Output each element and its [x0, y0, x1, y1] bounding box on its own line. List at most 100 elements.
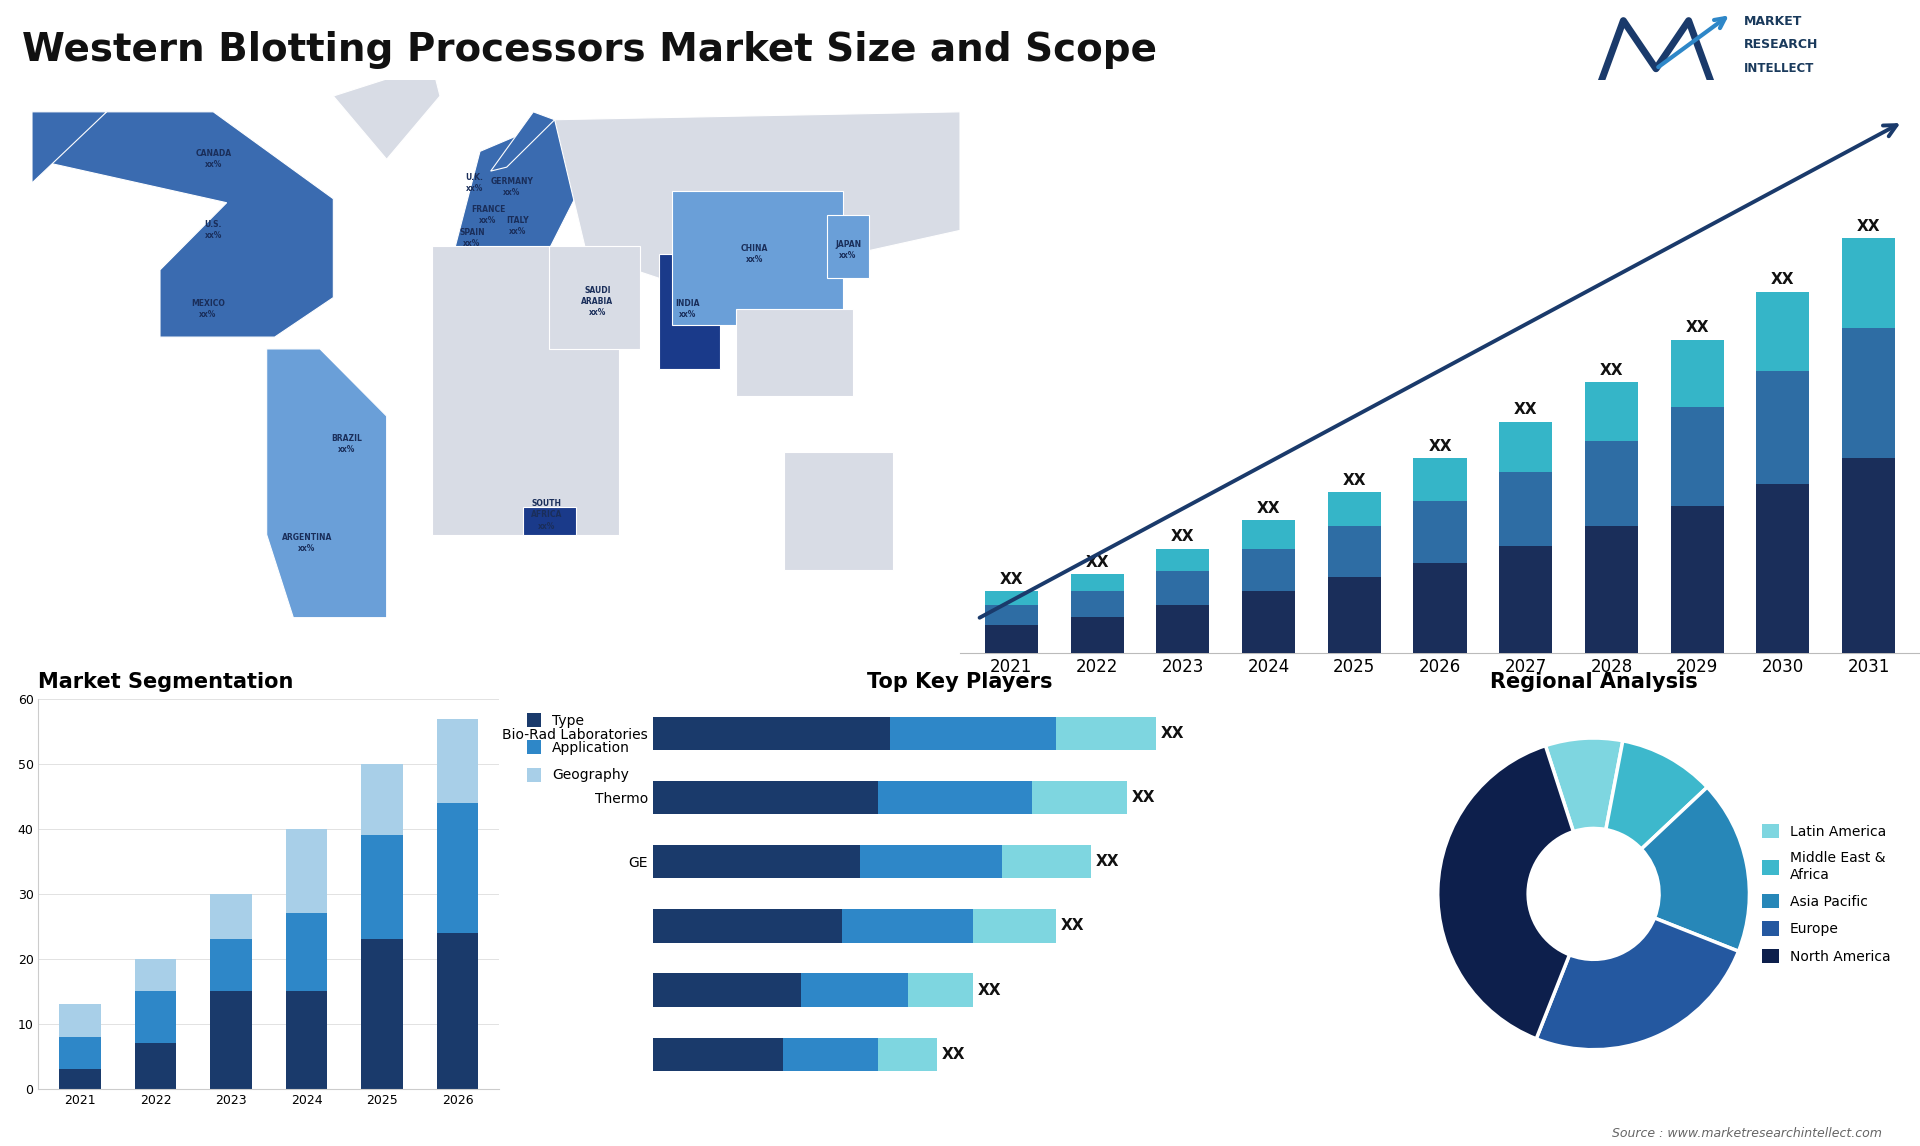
- Bar: [134, 1043, 177, 1089]
- Polygon shape: [783, 452, 893, 571]
- Bar: [1841, 238, 1895, 329]
- Bar: [653, 716, 889, 751]
- Bar: [1757, 371, 1809, 484]
- Bar: [1500, 472, 1551, 545]
- Bar: [860, 845, 1002, 879]
- Bar: [801, 973, 908, 1007]
- Wedge shape: [1642, 787, 1749, 951]
- Bar: [134, 959, 177, 991]
- Bar: [286, 829, 326, 913]
- Text: XX: XX: [977, 982, 1000, 998]
- Polygon shape: [267, 348, 386, 618]
- Bar: [1584, 382, 1638, 441]
- Bar: [653, 845, 860, 879]
- Wedge shape: [1438, 746, 1572, 1038]
- Wedge shape: [1605, 740, 1707, 849]
- Bar: [783, 1037, 877, 1072]
- Bar: [1242, 549, 1296, 591]
- Bar: [211, 940, 252, 991]
- Text: SPAIN
xx%: SPAIN xx%: [459, 228, 486, 249]
- Text: ITALY
xx%: ITALY xx%: [507, 217, 528, 236]
- Polygon shape: [453, 119, 588, 254]
- Bar: [1056, 716, 1156, 751]
- Wedge shape: [1536, 918, 1738, 1050]
- Bar: [1242, 591, 1296, 653]
- Bar: [286, 913, 326, 991]
- Bar: [653, 973, 801, 1007]
- Bar: [361, 764, 403, 835]
- Bar: [286, 991, 326, 1089]
- Text: BRAZIL
xx%: BRAZIL xx%: [332, 433, 363, 454]
- Text: RESEARCH: RESEARCH: [1743, 38, 1818, 52]
- Bar: [436, 719, 478, 803]
- Bar: [985, 625, 1039, 653]
- Text: Market Segmentation: Market Segmentation: [38, 672, 294, 692]
- Bar: [1329, 526, 1380, 576]
- Bar: [1413, 563, 1467, 653]
- Text: XX: XX: [1131, 790, 1156, 806]
- Wedge shape: [1546, 738, 1622, 832]
- Text: XX: XX: [1171, 529, 1194, 544]
- Text: XX: XX: [1162, 725, 1185, 741]
- Bar: [889, 716, 1056, 751]
- Text: INTELLECT: INTELLECT: [1743, 62, 1814, 74]
- Text: XX: XX: [1085, 555, 1110, 570]
- Bar: [877, 780, 1031, 815]
- Title: Regional Analysis: Regional Analysis: [1490, 672, 1697, 692]
- Bar: [1071, 617, 1123, 653]
- Legend: Latin America, Middle East &
Africa, Asia Pacific, Europe, North America: Latin America, Middle East & Africa, Asi…: [1757, 818, 1895, 970]
- Text: CHINA
xx%: CHINA xx%: [741, 244, 768, 264]
- Polygon shape: [522, 507, 576, 535]
- Polygon shape: [672, 191, 843, 325]
- Bar: [985, 591, 1039, 605]
- Bar: [1413, 501, 1467, 563]
- Circle shape: [1528, 829, 1659, 959]
- Text: XX: XX: [1428, 439, 1452, 454]
- Text: XX: XX: [1000, 572, 1023, 587]
- Text: INDIA
xx%: INDIA xx%: [676, 299, 701, 320]
- Bar: [1156, 572, 1210, 605]
- Text: FRANCE
xx%: FRANCE xx%: [470, 204, 505, 225]
- Polygon shape: [492, 112, 555, 171]
- Text: SAUDI
ARABIA
xx%: SAUDI ARABIA xx%: [582, 285, 612, 317]
- Polygon shape: [33, 112, 334, 337]
- Bar: [361, 835, 403, 940]
- Bar: [1670, 507, 1724, 653]
- Polygon shape: [549, 246, 639, 348]
- Bar: [973, 909, 1056, 943]
- Text: JAPAN
xx%: JAPAN xx%: [835, 241, 860, 260]
- Title: Top Key Players: Top Key Players: [868, 672, 1052, 692]
- Bar: [908, 973, 973, 1007]
- Bar: [361, 940, 403, 1089]
- Bar: [436, 933, 478, 1089]
- Text: XX: XX: [1686, 321, 1709, 336]
- Bar: [1500, 422, 1551, 472]
- Text: XX: XX: [1515, 402, 1538, 417]
- Polygon shape: [555, 112, 960, 290]
- Bar: [1757, 292, 1809, 371]
- Bar: [211, 991, 252, 1089]
- Bar: [1071, 574, 1123, 591]
- Text: U.S.
xx%: U.S. xx%: [205, 220, 223, 241]
- Bar: [1841, 458, 1895, 653]
- Bar: [653, 909, 843, 943]
- Bar: [436, 803, 478, 933]
- Text: ARGENTINA
xx%: ARGENTINA xx%: [282, 533, 332, 552]
- Text: SOUTH
AFRICA
xx%: SOUTH AFRICA xx%: [532, 500, 563, 531]
- Text: XX: XX: [1857, 219, 1880, 234]
- Bar: [985, 605, 1039, 625]
- Bar: [60, 1037, 102, 1069]
- Text: Western Blotting Processors Market Size and Scope: Western Blotting Processors Market Size …: [23, 31, 1158, 70]
- Text: XX: XX: [1770, 273, 1795, 288]
- Bar: [1329, 576, 1380, 653]
- Bar: [1071, 591, 1123, 617]
- Text: CANADA
xx%: CANADA xx%: [196, 149, 232, 170]
- Bar: [653, 780, 877, 815]
- Bar: [1156, 549, 1210, 572]
- Text: GERMANY
xx%: GERMANY xx%: [492, 176, 534, 197]
- Text: MEXICO
xx%: MEXICO xx%: [192, 299, 225, 320]
- Bar: [1031, 780, 1127, 815]
- Bar: [60, 1069, 102, 1089]
- Polygon shape: [334, 64, 440, 159]
- Bar: [1156, 605, 1210, 653]
